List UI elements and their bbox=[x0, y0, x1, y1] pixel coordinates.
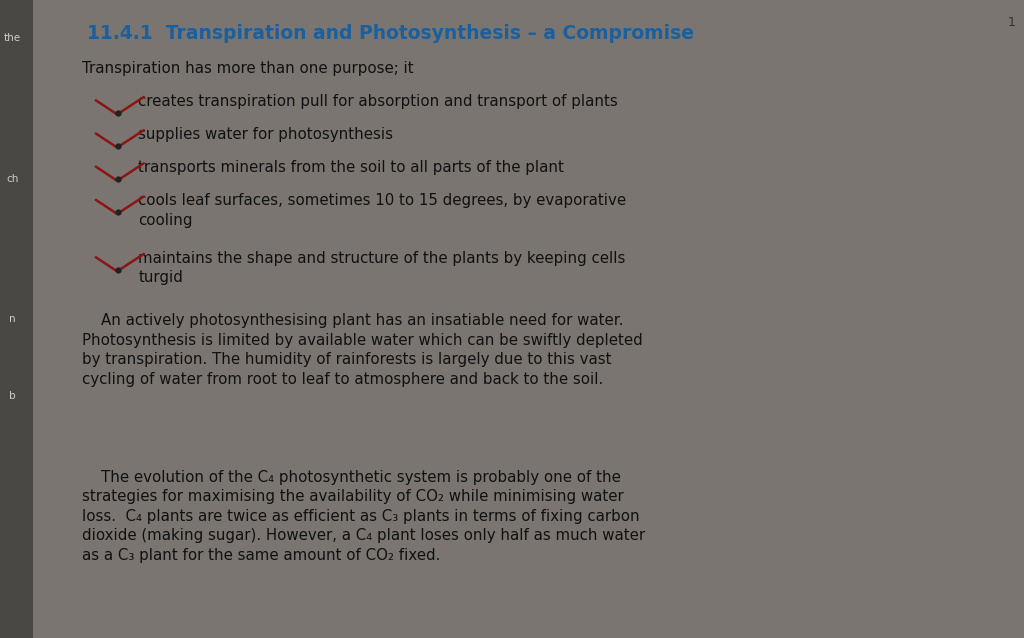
Text: cools leaf surfaces, sometimes 10 to 15 degrees, by evaporative
cooling: cools leaf surfaces, sometimes 10 to 15 … bbox=[138, 193, 627, 228]
Text: Transpiration has more than one purpose; it: Transpiration has more than one purpose;… bbox=[82, 61, 414, 76]
Text: the: the bbox=[4, 33, 20, 43]
Text: ch: ch bbox=[6, 174, 18, 184]
Text: maintains the shape and structure of the plants by keeping cells
turgid: maintains the shape and structure of the… bbox=[138, 251, 626, 285]
Text: The evolution of the C₄ photosynthetic system is probably one of the
strategies : The evolution of the C₄ photosynthetic s… bbox=[82, 470, 645, 563]
Text: 1: 1 bbox=[1008, 16, 1016, 29]
Text: b: b bbox=[9, 390, 15, 401]
Text: supplies water for photosynthesis: supplies water for photosynthesis bbox=[138, 127, 393, 142]
Text: transports minerals from the soil to all parts of the plant: transports minerals from the soil to all… bbox=[138, 160, 564, 175]
Text: An actively photosynthesising plant has an insatiable need for water.
Photosynth: An actively photosynthesising plant has … bbox=[82, 313, 643, 387]
Text: n: n bbox=[9, 314, 15, 324]
Bar bbox=[0, 0, 33, 638]
Text: creates transpiration pull for absorption and transport of plants: creates transpiration pull for absorptio… bbox=[138, 94, 618, 109]
Text: 11.4.1  Transpiration and Photosynthesis – a Compromise: 11.4.1 Transpiration and Photosynthesis … bbox=[87, 24, 694, 43]
